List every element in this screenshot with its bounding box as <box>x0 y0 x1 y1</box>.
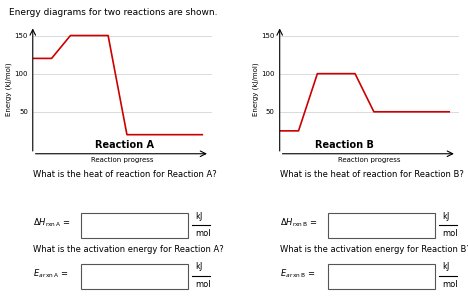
Text: $\Delta H_{\mathrm{rxn\,B}}$ =: $\Delta H_{\mathrm{rxn\,B}}$ = <box>280 217 317 229</box>
Text: $\Delta H_{\mathrm{rxn\,A}}$ =: $\Delta H_{\mathrm{rxn\,A}}$ = <box>33 217 70 229</box>
Text: kJ: kJ <box>196 212 203 221</box>
Text: Energy diagrams for two reactions are shown.: Energy diagrams for two reactions are sh… <box>9 8 218 17</box>
Text: What is the activation energy for Reaction B?: What is the activation energy for Reacti… <box>280 245 468 254</box>
Text: $E_{a\,\mathrm{rxn\,A}}$ =: $E_{a\,\mathrm{rxn\,A}}$ = <box>33 267 68 280</box>
Text: mol: mol <box>196 229 211 238</box>
Text: Reaction B: Reaction B <box>314 140 373 150</box>
Y-axis label: Energy (kJ/mol): Energy (kJ/mol) <box>252 62 258 116</box>
FancyBboxPatch shape <box>328 264 435 289</box>
Text: $E_{a\,\mathrm{rxn\,B}}$ =: $E_{a\,\mathrm{rxn\,B}}$ = <box>280 267 315 280</box>
X-axis label: Reaction progress: Reaction progress <box>91 157 154 163</box>
Text: kJ: kJ <box>196 262 203 272</box>
Text: Reaction A: Reaction A <box>95 140 154 150</box>
Text: kJ: kJ <box>443 262 450 272</box>
Text: kJ: kJ <box>443 212 450 221</box>
Text: mol: mol <box>443 229 458 238</box>
Text: What is the heat of reaction for Reaction B?: What is the heat of reaction for Reactio… <box>280 170 464 179</box>
Text: mol: mol <box>196 280 211 289</box>
Text: What is the activation energy for Reaction A?: What is the activation energy for Reacti… <box>33 245 224 254</box>
X-axis label: Reaction progress: Reaction progress <box>338 157 401 163</box>
FancyBboxPatch shape <box>328 213 435 238</box>
FancyBboxPatch shape <box>81 264 189 289</box>
Text: What is the heat of reaction for Reaction A?: What is the heat of reaction for Reactio… <box>33 170 217 179</box>
Y-axis label: Energy (kJ/mol): Energy (kJ/mol) <box>5 62 12 116</box>
FancyBboxPatch shape <box>81 213 189 238</box>
Text: mol: mol <box>443 280 458 289</box>
